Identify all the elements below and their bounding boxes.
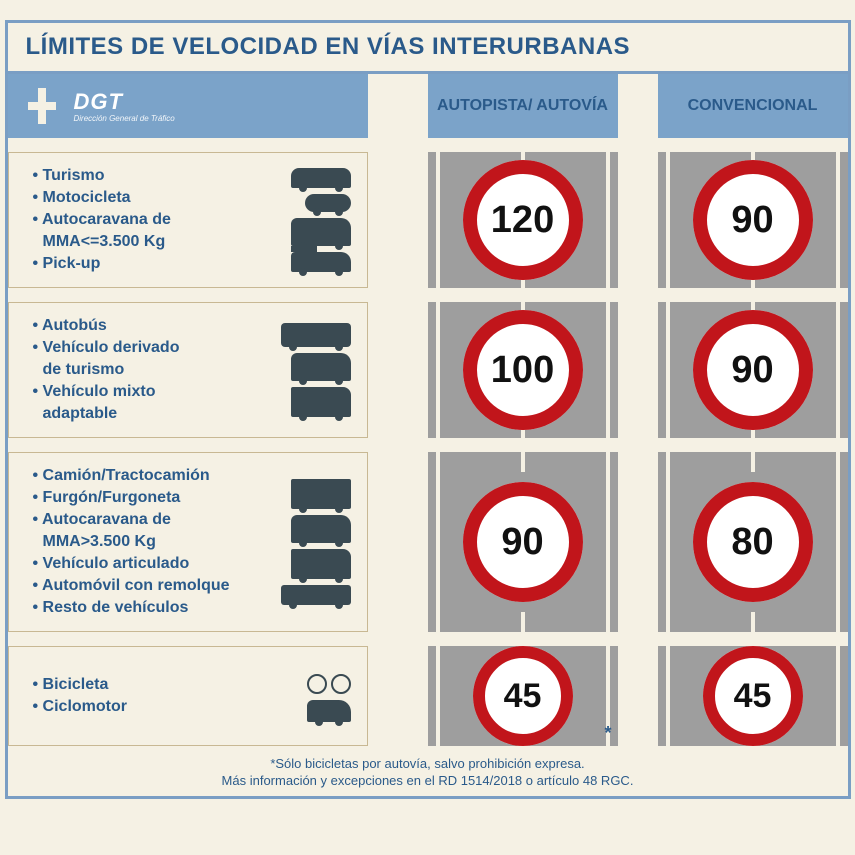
vehicle-item: • Bicicleta xyxy=(33,676,297,694)
vehicle-cell: • Camión/Tractocamión • Furgón/Furgoneta •… xyxy=(8,452,368,632)
dgt-logo-cell: DGT Dirección General de Tráfico xyxy=(8,74,368,138)
spacer xyxy=(618,152,658,288)
car-icon xyxy=(291,168,351,188)
speed-sign: 80 xyxy=(693,482,813,602)
spacer xyxy=(368,152,428,288)
vehicle-item: • Autocaravana de xyxy=(33,211,281,229)
infographic-container: LÍMITES DE VELOCIDAD EN VÍAS INTERURBANA… xyxy=(5,20,851,799)
vehicle-cell: • Bicicleta • Ciclomotor xyxy=(8,646,368,746)
spacer xyxy=(618,302,658,438)
pickup-icon xyxy=(291,252,351,272)
vehicle-item: MMA>3.500 Kg xyxy=(33,533,271,551)
road-autopista: 90 xyxy=(428,452,618,632)
bike-icon xyxy=(307,670,351,694)
footer: *Sólo bicicletas por autovía, salvo proh… xyxy=(8,746,848,796)
speed-sign: 90 xyxy=(463,482,583,602)
vehicle-item: • Autocaravana de xyxy=(33,511,271,529)
road-autopista: 100 xyxy=(428,302,618,438)
spacer xyxy=(618,646,658,746)
vehicle-item: • Furgón/Furgoneta xyxy=(33,489,271,507)
road-convencional: 80 xyxy=(658,452,848,632)
bus-icon xyxy=(281,323,351,347)
vehicle-item: MMA<=3.500 Kg xyxy=(33,233,281,251)
speed-sign: 90 xyxy=(693,160,813,280)
footer-line2: Más información y excepciones en el RD 1… xyxy=(16,773,840,790)
truck-icon xyxy=(291,479,351,509)
road-convencional: 90 xyxy=(658,152,848,288)
rows-host: • Turismo • Motocicleta • Autocaravana de M… xyxy=(8,152,848,746)
vehicle-list: • Turismo • Motocicleta • Autocaravana de M… xyxy=(33,163,281,277)
vehicle-item: • Motocicleta xyxy=(33,189,281,207)
scooter-icon xyxy=(307,700,351,722)
vehicle-item: de turismo xyxy=(33,361,271,379)
vehicle-icons xyxy=(291,168,351,272)
vehicle-item: • Pick-up xyxy=(33,255,281,273)
camper-icon xyxy=(291,549,351,579)
footer-line1: *Sólo bicicletas por autovía, salvo proh… xyxy=(16,756,840,773)
spacer xyxy=(368,452,428,632)
data-row: • Camión/Tractocamión • Furgón/Furgoneta •… xyxy=(8,452,848,632)
van-icon xyxy=(291,353,351,381)
vehicle-item: • Vehículo derivado xyxy=(33,339,271,357)
vehicle-icons xyxy=(281,479,351,605)
col-header-convencional: CONVENCIONAL xyxy=(658,74,848,138)
dgt-logo-icon xyxy=(28,88,64,124)
page-title: LÍMITES DE VELOCIDAD EN VÍAS INTERURBANA… xyxy=(8,23,848,74)
vehicle-list: • Bicicleta • Ciclomotor xyxy=(33,672,297,720)
speed-sign: 90 xyxy=(693,310,813,430)
col-header-autopista: AUTOPISTA/ AUTOVÍA xyxy=(428,74,618,138)
logo-main: DGT xyxy=(74,89,175,115)
logo-sub: Dirección General de Tráfico xyxy=(74,115,175,123)
vehicle-item: • Vehículo mixto xyxy=(33,383,271,401)
speed-sign: 100 xyxy=(463,310,583,430)
spacer xyxy=(368,646,428,746)
dgt-logo-text: DGT Dirección General de Tráfico xyxy=(74,89,175,123)
spacer xyxy=(618,74,658,138)
vehicle-item: • Vehículo articulado xyxy=(33,555,271,573)
camper-icon xyxy=(291,387,351,417)
road-autopista: 120 xyxy=(428,152,618,288)
vehicle-cell: • Autobús • Vehículo derivado de turismo • … xyxy=(8,302,368,438)
trailer-icon xyxy=(281,585,351,605)
vehicle-item: • Camión/Tractocamión xyxy=(33,467,271,485)
vehicle-list: • Camión/Tractocamión • Furgón/Furgoneta •… xyxy=(33,463,271,621)
spacer xyxy=(368,302,428,438)
van-icon xyxy=(291,218,351,246)
spacer xyxy=(368,74,428,138)
vehicle-icons xyxy=(281,323,351,417)
vehicle-item: • Ciclomotor xyxy=(33,698,297,716)
vehicle-item: • Turismo xyxy=(33,167,281,185)
road-autopista: 45 * xyxy=(428,646,618,746)
road-convencional: 45 xyxy=(658,646,848,746)
moto-icon xyxy=(305,194,351,212)
asterisk-mark: * xyxy=(604,723,611,744)
vehicle-item: • Resto de vehículos xyxy=(33,599,271,617)
vehicle-list: • Autobús • Vehículo derivado de turismo • … xyxy=(33,313,271,427)
speed-sign: 45 xyxy=(473,646,573,746)
vehicle-item: adaptable xyxy=(33,405,271,423)
speed-sign: 120 xyxy=(463,160,583,280)
vehicle-icons xyxy=(307,670,351,722)
speed-sign: 45 xyxy=(703,646,803,746)
data-row: • Autobús • Vehículo derivado de turismo • … xyxy=(8,302,848,438)
data-row: • Turismo • Motocicleta • Autocaravana de M… xyxy=(8,152,848,288)
spacer xyxy=(618,452,658,632)
vehicle-cell: • Turismo • Motocicleta • Autocaravana de M… xyxy=(8,152,368,288)
van-icon xyxy=(291,515,351,543)
column-header-row: DGT Dirección General de Tráfico AUTOPIS… xyxy=(8,74,848,138)
data-row: • Bicicleta • Ciclomotor 45 * 45 xyxy=(8,646,848,746)
vehicle-item: • Autobús xyxy=(33,317,271,335)
road-convencional: 90 xyxy=(658,302,848,438)
vehicle-item: • Automóvil con remolque xyxy=(33,577,271,595)
